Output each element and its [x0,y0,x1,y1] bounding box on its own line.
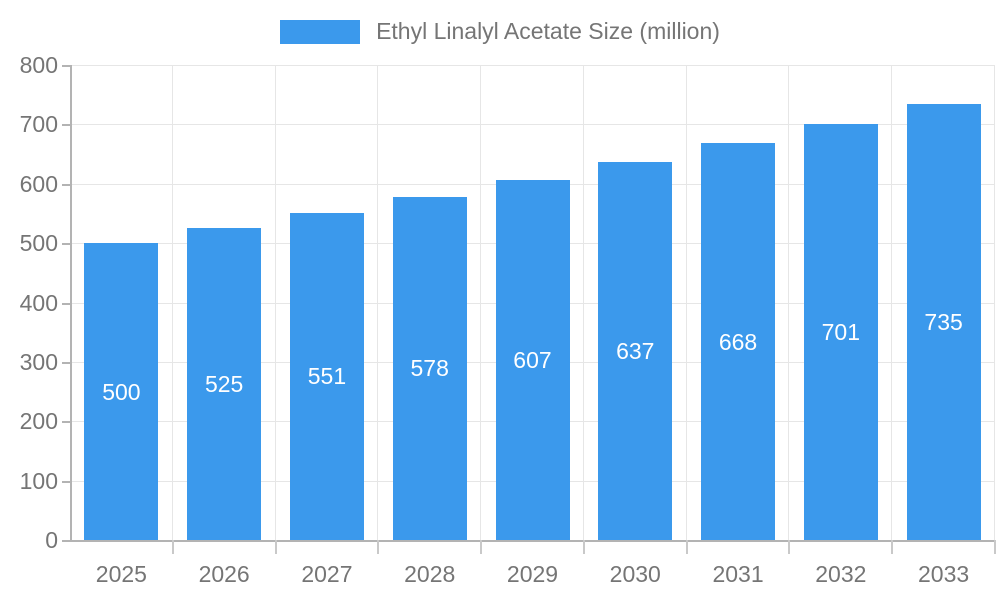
y-axis-label: 500 [19,230,58,257]
y-axis-label: 600 [19,170,58,197]
y-axis-tick [62,302,70,305]
y-axis-label: 400 [19,289,58,316]
y-axis-tick [62,183,70,186]
y-axis-label: 0 [45,527,58,553]
v-gridline [582,65,584,540]
y-axis-tick [62,540,70,542]
v-gridline [480,65,482,540]
y-axis-label: 800 [19,52,58,78]
x-axis-label: 2030 [609,561,661,587]
x-axis-tick [480,540,483,554]
x-axis-label: 2026 [198,561,250,587]
h-gridline [70,124,995,126]
x-axis-tick [582,540,585,554]
x-axis-label: 2033 [918,561,970,587]
y-axis-tick [62,421,70,424]
x-axis-line [70,540,995,542]
legend-label: Ethyl Linalyl Acetate Size (million) [376,18,720,44]
y-axis-line [70,65,72,540]
bar-2028[interactable] [392,196,467,540]
bar-2031[interactable] [701,143,776,540]
bar-2025[interactable] [84,243,159,540]
y-axis-tick [62,361,70,364]
v-gridline [788,65,790,540]
v-gridline [274,65,276,540]
bar-2026[interactable] [187,228,262,540]
x-axis-label: 2025 [95,561,147,587]
h-gridline [70,65,995,66]
y-axis-label: 200 [19,408,58,435]
x-axis-tick [171,540,174,554]
y-axis-tick [62,65,70,67]
y-axis-label: 300 [19,348,58,375]
v-gridline [171,65,173,540]
v-gridline [377,65,379,540]
bar-2029[interactable] [495,179,570,540]
x-axis-tick [377,540,380,554]
y-axis-label: 100 [19,467,58,494]
x-axis-label: 2027 [301,561,353,587]
bar-2030[interactable] [598,161,673,540]
legend[interactable]: Ethyl Linalyl Acetate Size (million) [0,18,1000,45]
bar-2032[interactable] [803,123,878,540]
bar-2033[interactable] [906,103,981,540]
x-axis-tick [685,540,688,554]
x-axis-label: 2029 [506,561,559,587]
y-axis-tick [62,243,70,246]
v-gridline [891,65,893,540]
v-gridline [994,65,995,540]
x-axis-tick [994,540,996,554]
y-axis-label: 700 [19,111,58,138]
x-axis-label: 2032 [815,561,867,587]
y-axis-tick [62,480,70,483]
x-axis-tick [274,540,277,554]
x-axis-tick [788,540,791,554]
y-axis-tick [62,124,70,127]
legend-swatch [280,19,361,44]
x-axis-label: 2028 [404,561,456,587]
bar-2027[interactable] [289,212,364,540]
x-axis-label: 2031 [712,561,764,587]
v-gridline [685,65,687,540]
x-axis-tick [891,540,894,554]
plot-area: 500 525 551 578 607 637 668 701 735 [70,65,995,540]
